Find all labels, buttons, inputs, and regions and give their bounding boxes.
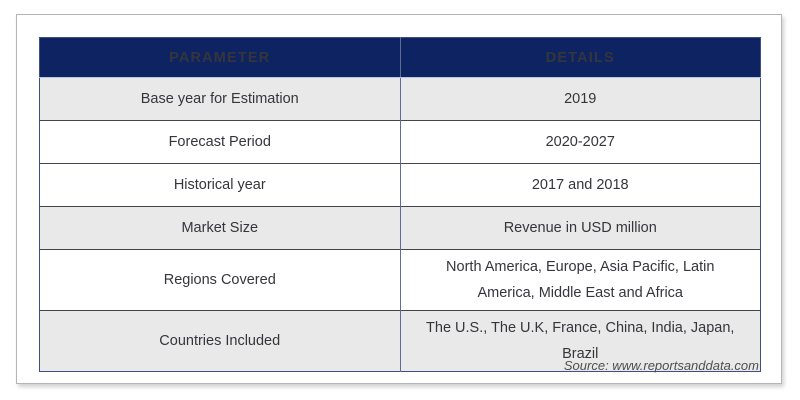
- table-body: Base year for Estimation 2019 Forecast P…: [39, 77, 761, 372]
- parameters-table: PARAMETER DETAILS Base year for Estimati…: [39, 37, 761, 373]
- column-header-details: DETAILS: [399, 37, 761, 78]
- table-row-forecast-period: Forecast Period 2020-2027: [39, 120, 761, 164]
- parameter-cell: Historical year: [39, 163, 400, 207]
- parameter-cell: Regions Covered: [39, 248, 400, 311]
- details-cell: 2020-2027: [399, 120, 761, 164]
- table-header: PARAMETER DETAILS: [39, 37, 761, 78]
- table-row-regions-covered: Regions Covered North America, Europe, A…: [39, 248, 761, 311]
- table-row-historical-year: Historical year 2017 and 2018: [39, 163, 761, 207]
- parameter-cell: Forecast Period: [39, 120, 400, 164]
- table-row-market-size: Market Size Revenue in USD million: [39, 206, 761, 250]
- details-cell: 2017 and 2018: [399, 163, 761, 207]
- details-cell: 2019: [399, 77, 761, 121]
- parameter-cell: Market Size: [39, 206, 400, 250]
- report-scope-card: PARAMETER DETAILS Base year for Estimati…: [16, 14, 782, 384]
- details-cell: North America, Europe, Asia Pacific, Lat…: [399, 248, 761, 311]
- header-row: PARAMETER DETAILS: [39, 37, 761, 78]
- source-attribution: Source: www.reportsanddata.com: [563, 358, 759, 373]
- table-row-base-year: Base year for Estimation 2019: [39, 77, 761, 121]
- table-row-countries-included: Countries Included The U.S., The U.K, Fr…: [39, 310, 761, 372]
- parameter-cell: Base year for Estimation: [140, 90, 299, 107]
- details-cell: Revenue in USD million: [399, 206, 761, 250]
- column-header-parameter: PARAMETER: [39, 37, 400, 78]
- details-cell: The U.S., The U.K, France, China, India,…: [399, 310, 761, 372]
- parameter-cell: Countries Included: [39, 310, 400, 372]
